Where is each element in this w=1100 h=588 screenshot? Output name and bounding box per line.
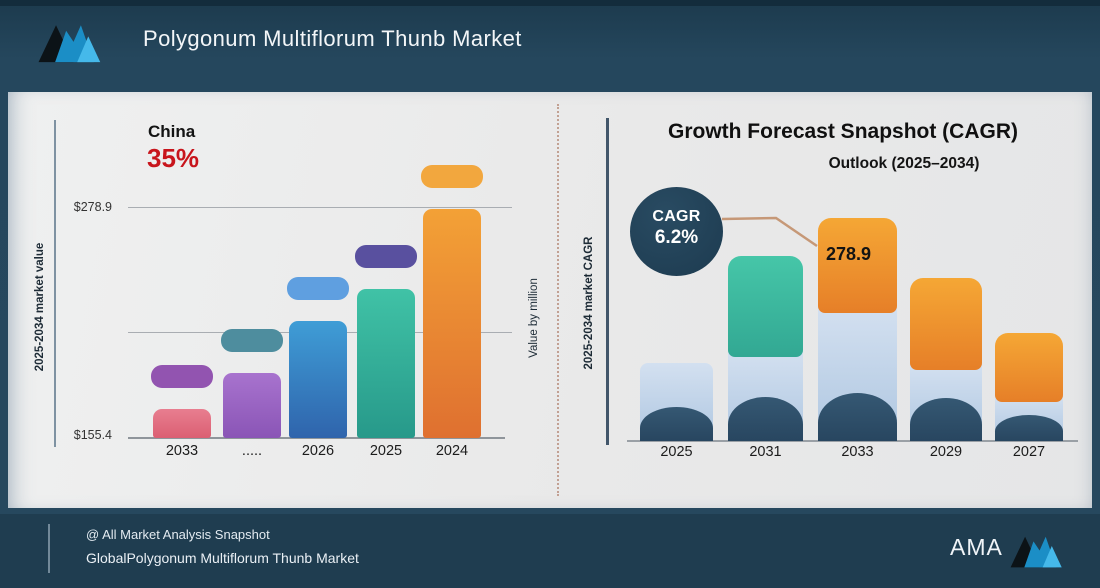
cagr-badge-value: 6.2%: [654, 227, 699, 248]
footer-report-title: GlobalPolygonum Multiflorum Thunb Market: [86, 550, 359, 566]
bar-2033: [153, 409, 211, 438]
left-chart-y-axis-line: [54, 120, 56, 447]
left-chart-y-axis-label: 2025-2034 market value: [34, 242, 46, 372]
right-chart-y-axis-label: 2025-2034 market CAGR: [583, 236, 595, 370]
bar-2029: [910, 278, 982, 441]
bar-2026: [289, 321, 347, 438]
footer-divider: [48, 524, 50, 573]
top-accent-strip: [0, 0, 1100, 6]
bar-segment-top: [995, 333, 1063, 402]
x-label-2024: 2024: [435, 443, 469, 459]
bar-2033: [818, 218, 897, 441]
left-chart-right-axis-label: Value by million: [528, 278, 540, 358]
bar-cap-2026: [287, 277, 349, 300]
x-label-dots: .....: [241, 443, 263, 459]
ama-logo: [38, 25, 101, 63]
bar-segment-top: [728, 256, 803, 357]
peak-value-label: 278.9: [826, 244, 872, 264]
bar-cap-dots: [221, 329, 283, 352]
x-label-2025: 2025: [369, 443, 403, 459]
bar-2025: [640, 363, 713, 441]
panel-divider: [557, 104, 559, 496]
x-label-2033: 2033: [841, 444, 874, 460]
right-chart-subtitle: Outlook (2025–2034): [828, 155, 980, 172]
bar-2027: [995, 333, 1063, 441]
footer-band: [0, 514, 1100, 588]
bar-dots: [223, 373, 281, 438]
x-label-2029: 2029: [929, 444, 963, 460]
bar-segment-base: [910, 398, 982, 441]
ama-logo-footer: [1010, 536, 1062, 568]
footer-brand-text: AMA: [950, 534, 1003, 560]
cagr-badge: CAGR 6.2%: [630, 187, 723, 276]
x-label-2033: 2033: [165, 443, 199, 459]
bar-segment-base: [728, 397, 803, 441]
x-label-2026: 2026: [301, 443, 335, 459]
bar-cap-2033: [151, 365, 213, 388]
cagr-badge-label: CAGR: [652, 208, 701, 225]
bar-segment-top: [818, 218, 897, 313]
left-chart-tick-lower: $155.4: [73, 428, 112, 442]
country-share-value: 35%: [147, 143, 200, 173]
x-label-2025: 2025: [660, 444, 693, 460]
bar-segment-base: [818, 393, 897, 441]
right-chart-y-axis-line: [606, 118, 609, 445]
page-title: Polygonum Multiflorum Thunb Market: [143, 26, 522, 51]
country-label: China: [148, 122, 196, 141]
bar-2025: [357, 289, 415, 438]
bar-2031: [728, 256, 803, 441]
footer-credit: @ All Market Analysis Snapshot: [86, 527, 270, 542]
bar-segment-base: [995, 415, 1063, 441]
x-label-2031: 2031: [749, 444, 782, 460]
bar-2024: [423, 209, 481, 438]
left-chart-gridline-upper: [128, 207, 512, 208]
bar-cap-2025: [355, 245, 417, 268]
left-chart-tick-upper: $278.9: [73, 200, 112, 214]
bar-segment-top: [910, 278, 982, 370]
x-label-2027: 2027: [1012, 444, 1046, 460]
bar-segment-base: [640, 407, 713, 441]
bar-cap-2024: [421, 165, 483, 188]
right-chart-title: Growth Forecast Snapshot (CAGR): [667, 120, 1019, 143]
